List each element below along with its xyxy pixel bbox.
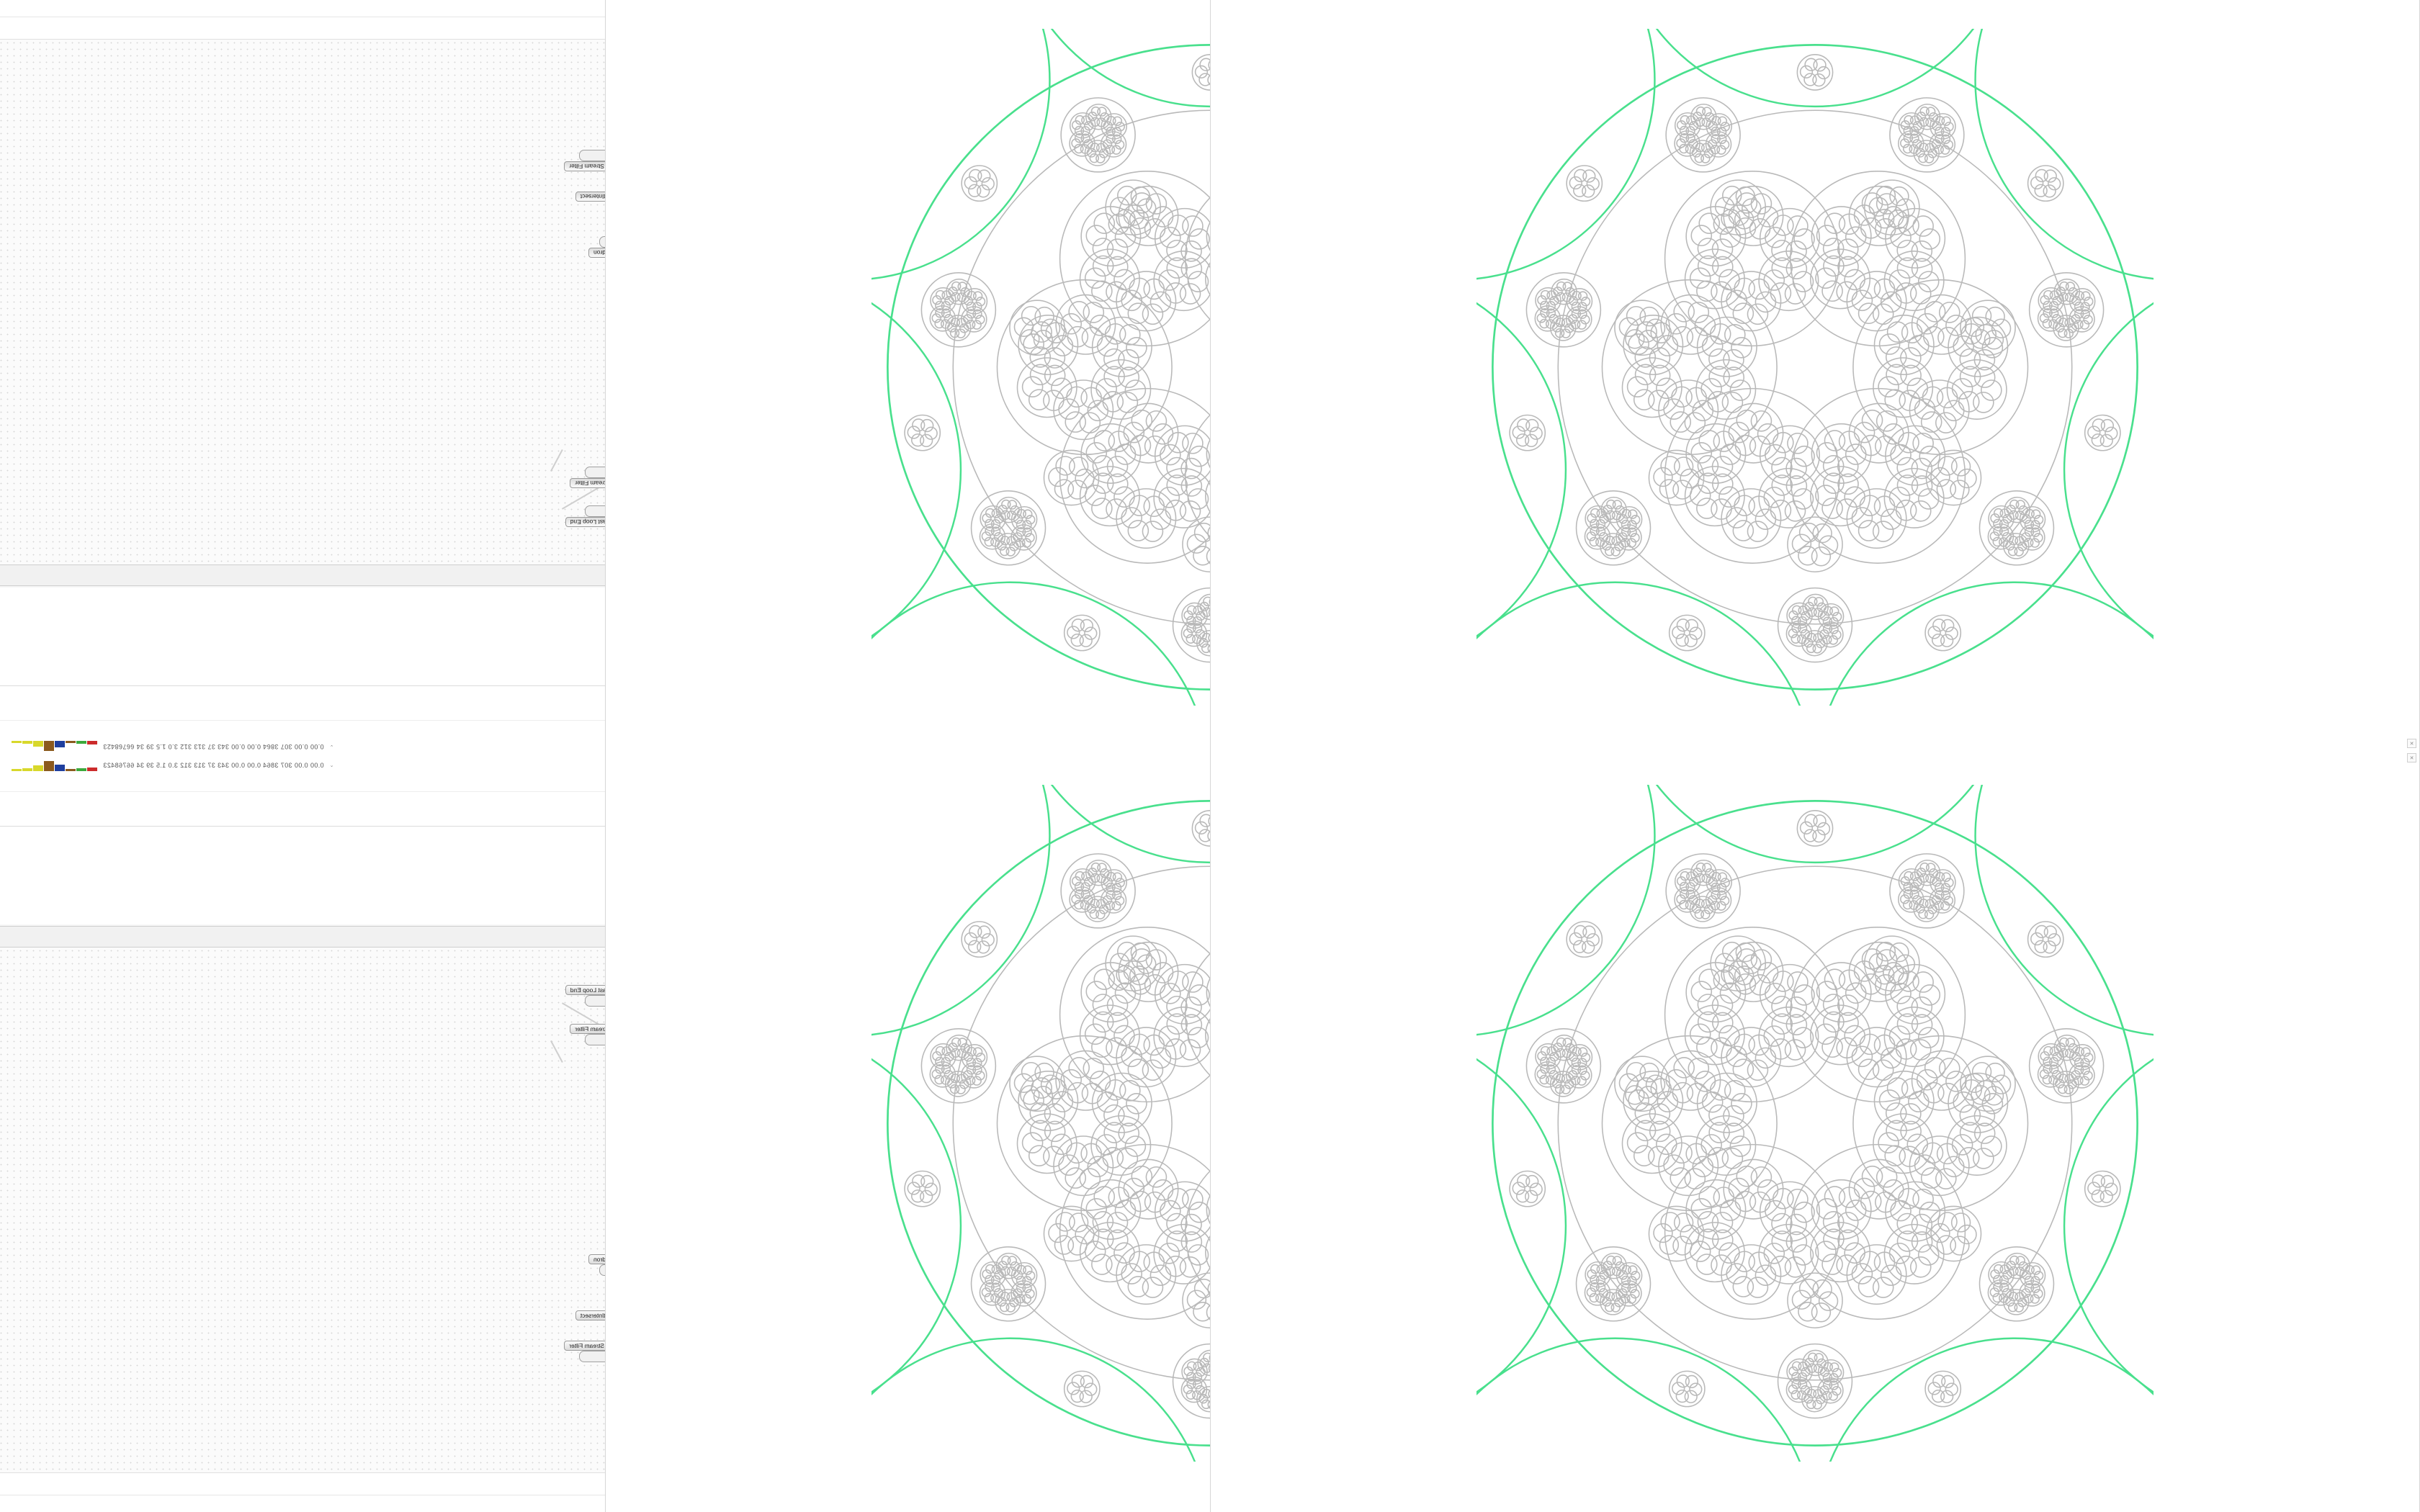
tray-sparkline <box>12 741 97 752</box>
sparkline-bar <box>33 765 43 771</box>
apollonian-gasket <box>1210 0 2420 984</box>
sparkline-bar <box>66 769 76 771</box>
sparkline-bar <box>22 768 32 771</box>
viewport-frame-right: ✕ ✕ <box>1210 0 2420 1512</box>
sparkline-bar <box>76 768 86 771</box>
tray-chevron-icon[interactable]: ⌄ <box>329 744 334 749</box>
tray-inner: ⌄ 0.00 0.00 307 3864 0.00 0.00 343 37 313… <box>0 741 334 752</box>
node-wire <box>550 1040 563 1063</box>
sparkline-bar <box>33 741 43 747</box>
apollonian-gasket <box>1210 462 2420 1512</box>
tray-stats-text: 0.00 0.00 307 3864 0.00 0.00 343 37 313 … <box>103 743 324 750</box>
tray-stats-text: 0.00 0.00 307 3864 0.00 0.00 343 37 313 … <box>103 762 324 769</box>
node-label[interactable]: Stream Filter <box>564 1341 609 1351</box>
gasket-wrapper <box>1210 462 2420 1512</box>
sparkline-bar <box>55 741 65 747</box>
sparkline-bar <box>55 765 65 771</box>
tray-sparkline <box>12 760 97 771</box>
sparkline-bar <box>12 741 22 743</box>
sparkline-bar <box>12 769 22 771</box>
sparkline-bar <box>22 741 32 744</box>
node-wire <box>550 449 563 472</box>
sparkline-bar <box>44 741 54 751</box>
node-label[interactable]: Stream Filter <box>564 161 609 171</box>
tray-chevron-icon[interactable]: ⌄ <box>329 763 334 768</box>
sparkline-bar <box>76 741 86 744</box>
rhino-viewport-right[interactable]: ✕ ✕ <box>1210 0 2420 1512</box>
sparkline-bar <box>66 741 76 743</box>
gasket-wrapper <box>1210 0 2420 984</box>
viewport-close-icon[interactable]: ✕ <box>2407 739 2416 748</box>
sparkline-bar <box>87 741 97 744</box>
viewport-close-icon[interactable]: ✕ <box>2407 753 2416 762</box>
tray-inner: ⌄ 0.00 0.00 307 3864 0.00 0.00 343 37 313… <box>0 760 334 771</box>
sparkline-bar <box>44 761 54 771</box>
sparkline-bar <box>87 768 97 771</box>
